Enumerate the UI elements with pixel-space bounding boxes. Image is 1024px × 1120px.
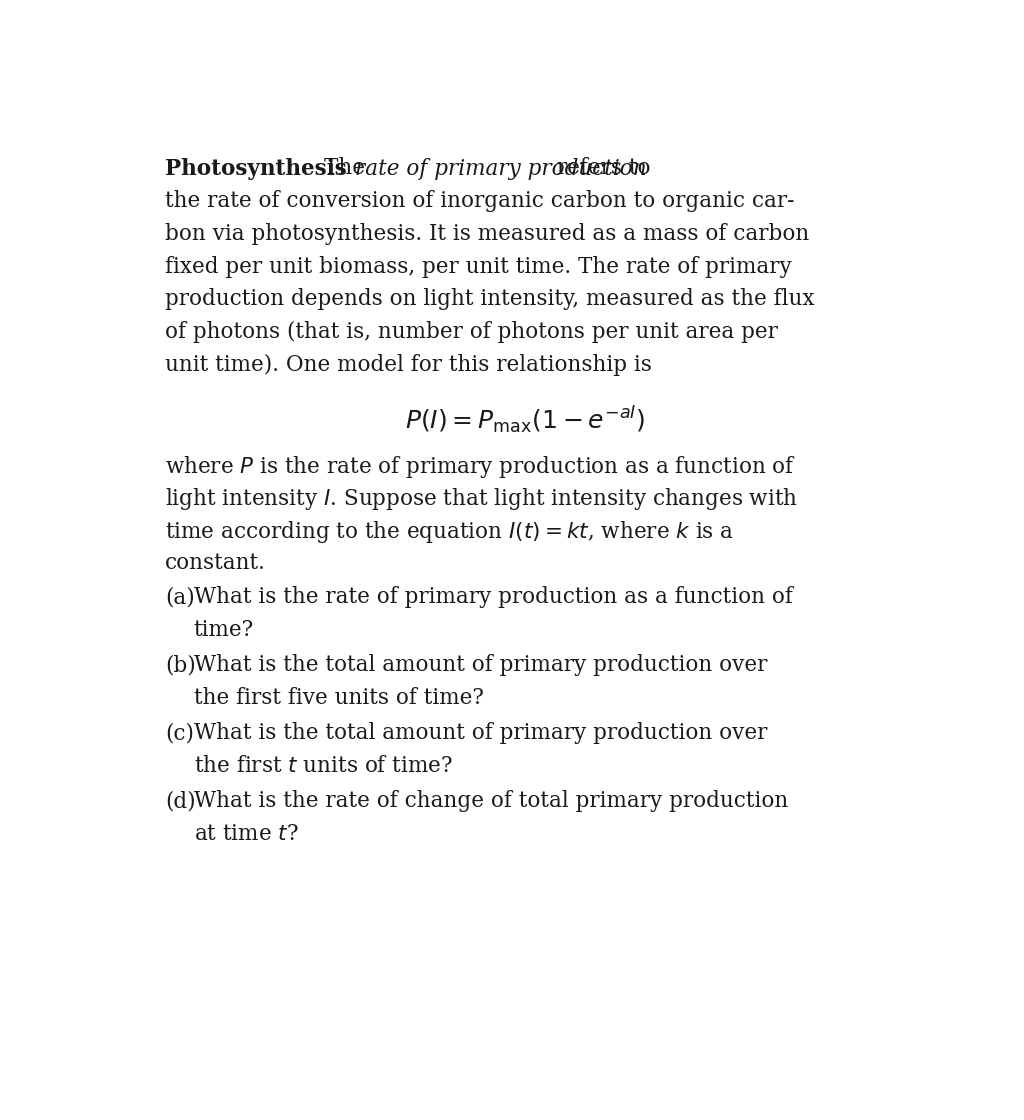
Text: of photons (that is, number of photons per unit area per: of photons (that is, number of photons p… (165, 321, 778, 343)
Text: time?: time? (194, 619, 254, 641)
Text: refers to: refers to (550, 158, 651, 179)
Text: (c): (c) (165, 722, 195, 745)
Text: Photosynthesis: Photosynthesis (165, 158, 347, 179)
Text: (b): (b) (165, 654, 196, 676)
Text: What is the rate of change of total primary production: What is the rate of change of total prim… (194, 791, 788, 812)
Text: (d): (d) (165, 791, 196, 812)
Text: time according to the equation $I(t) = kt$, where $k$ is a: time according to the equation $I(t) = k… (165, 519, 734, 545)
Text: constant.: constant. (165, 552, 266, 573)
Text: the first five units of time?: the first five units of time? (194, 687, 483, 709)
Text: rate of primary production: rate of primary production (355, 158, 647, 179)
Text: (a): (a) (165, 586, 195, 608)
Text: unit time). One model for this relationship is: unit time). One model for this relations… (165, 354, 652, 376)
Text: The: The (324, 158, 372, 179)
Text: light intensity $I$. Suppose that light intensity changes with: light intensity $I$. Suppose that light … (165, 486, 799, 512)
Text: the rate of conversion of inorganic carbon to organic car-: the rate of conversion of inorganic carb… (165, 190, 795, 212)
Text: What is the total amount of primary production over: What is the total amount of primary prod… (194, 654, 767, 676)
Text: What is the rate of primary production as a function of: What is the rate of primary production a… (194, 586, 793, 608)
Text: What is the total amount of primary production over: What is the total amount of primary prod… (194, 722, 767, 745)
Text: $P(I) = P_{\mathrm{max}}(1 - e^{-aI})$: $P(I) = P_{\mathrm{max}}(1 - e^{-aI})$ (404, 404, 645, 436)
Text: production depends on light intensity, measured as the flux: production depends on light intensity, m… (165, 288, 815, 310)
Text: fixed per unit biomass, per unit time. The rate of primary: fixed per unit biomass, per unit time. T… (165, 255, 792, 278)
Text: the first $t$ units of time?: the first $t$ units of time? (194, 755, 453, 777)
Text: bon via photosynthesis. It is measured as a mass of carbon: bon via photosynthesis. It is measured a… (165, 223, 809, 245)
Text: at time $t$?: at time $t$? (194, 823, 299, 846)
Text: where $P$ is the rate of primary production as a function of: where $P$ is the rate of primary product… (165, 454, 796, 479)
